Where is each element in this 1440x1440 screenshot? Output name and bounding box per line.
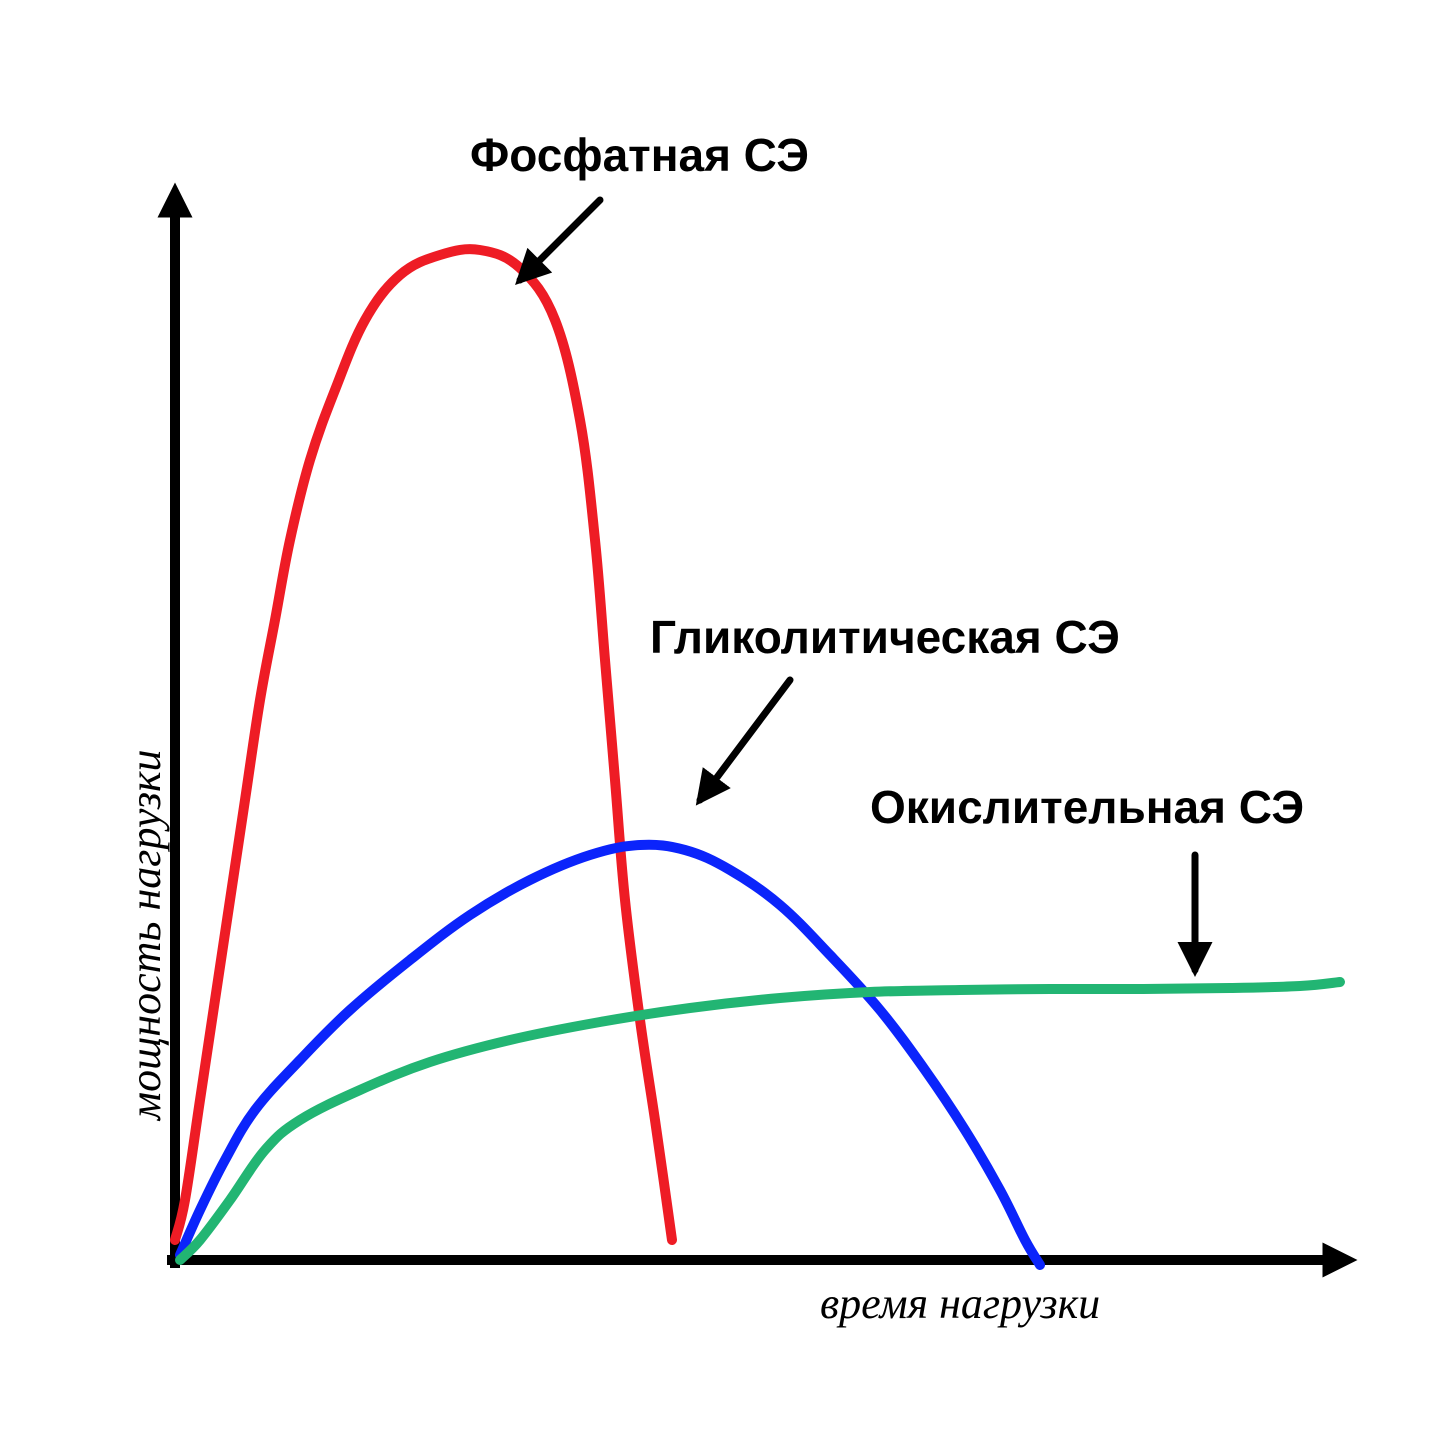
y-axis-label: мощность нагрузки	[120, 749, 171, 1120]
x-axis-label: время нагрузки	[820, 1278, 1100, 1329]
label-glycolytic: Гликолитическая СЭ	[650, 610, 1120, 664]
series-phosphate	[175, 249, 672, 1240]
label-oxidative: Окислительная СЭ	[870, 780, 1304, 834]
arrow-phosphate	[520, 200, 600, 280]
arrow-glycolytic	[700, 680, 790, 800]
series-glycolytic	[180, 845, 1040, 1265]
energy-systems-chart: Фосфатная СЭ Гликолитическая СЭ Окислите…	[0, 0, 1440, 1440]
chart-svg	[0, 0, 1440, 1440]
series-oxidative	[180, 982, 1340, 1260]
label-phosphate: Фосфатная СЭ	[470, 128, 809, 182]
